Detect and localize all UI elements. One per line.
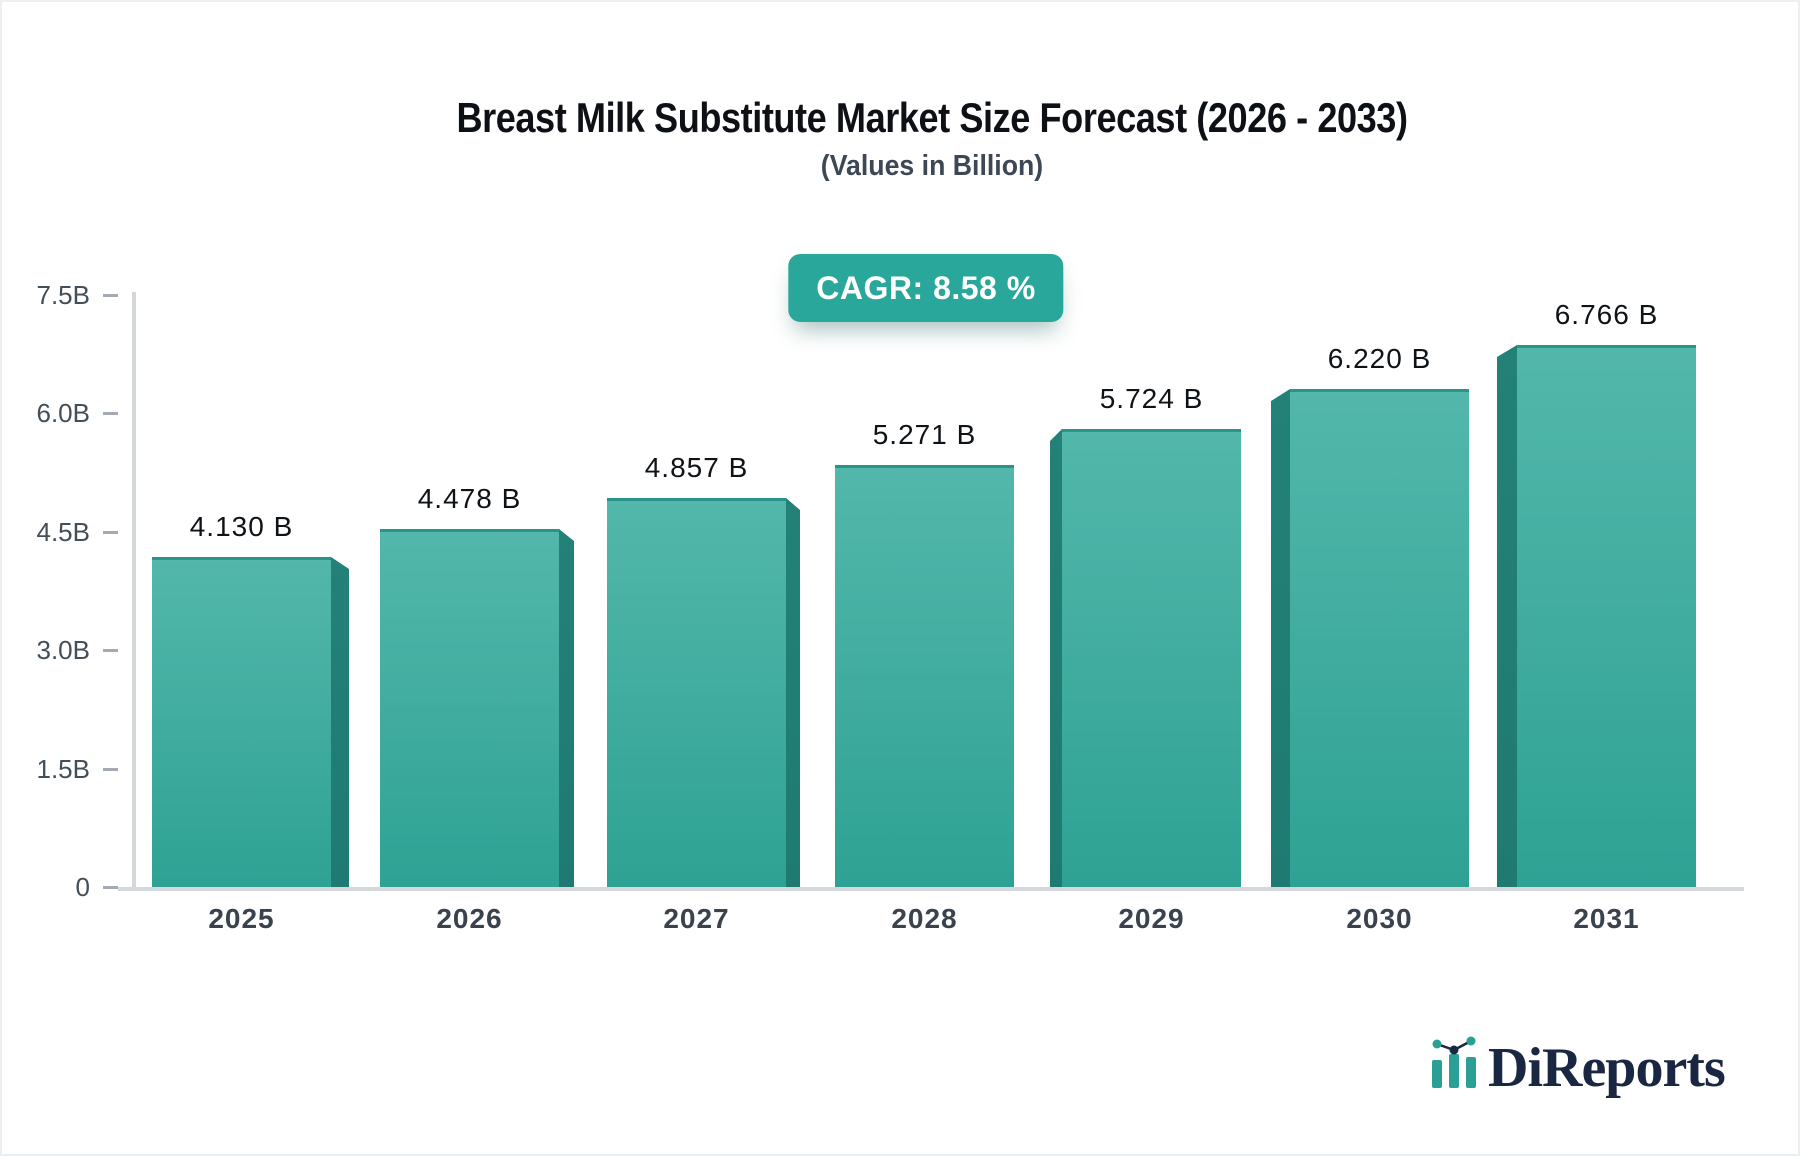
bar-side-face [1050,429,1062,887]
y-tick-dash [103,531,118,534]
y-axis-tick-label: 1.5B [36,754,91,784]
chart-subtitle: (Values in Billion) [820,150,1044,182]
x-category-label: 2027 [663,903,730,934]
x-axis-line [118,887,1744,891]
bar-value-label: 4.478 B [417,483,522,514]
y-axis-tick-label: 0 [75,872,90,902]
y-axis-tick-label: 3.0B [36,635,91,665]
logo-chart-icon [1432,1036,1476,1088]
y-axis-line [132,292,136,891]
x-category-label: 2031 [1573,903,1640,934]
bar-body [1062,429,1241,887]
x-category-label: 2030 [1346,903,1413,934]
bar-side-face [331,557,349,887]
x-category-label: 2026 [436,903,503,934]
chart-title: Breast Milk Substitute Market Size Forec… [456,94,1408,141]
bar-value-label: 5.271 B [872,419,977,450]
y-axis-tick-label: 4.5B [36,517,91,547]
bar-body [1290,389,1469,887]
bar-value-label: 4.857 B [644,452,749,483]
y-tick-dash [103,412,118,415]
y-axis-tick-label: 7.5B [36,280,91,310]
bar-side-face [786,498,800,887]
cagr-badge: CAGR: 8.58 % [788,254,1064,322]
chart-header: Breast Milk Substitute Market Size Forec… [132,94,1732,142]
bar-body [152,557,331,887]
bar-side-face [559,529,574,887]
bar-side-face [1497,345,1517,887]
direports-logo: DiReports [1430,1032,1726,1099]
x-category-label: 2028 [891,903,958,934]
x-category-label: 2029 [1118,903,1185,934]
bar-body [1517,345,1696,887]
y-tick-dash [103,294,118,297]
bar-value-label: 4.130 B [189,511,294,542]
bar-value-label: 5.724 B [1099,383,1204,414]
x-category-label: 2025 [208,903,275,934]
bar-side-face [1271,389,1290,887]
bar-body [380,529,559,887]
y-tick-dash [103,768,118,771]
bar-body [607,498,786,887]
logo-text: DiReports [1488,1037,1726,1099]
y-axis-tick-label: 6.0B [36,398,91,428]
y-tick-dash [103,649,118,652]
bar-value-label: 6.766 B [1554,299,1659,330]
bar-value-label: 6.220 B [1327,343,1432,374]
bar-body [835,465,1014,887]
y-tick-dash [103,886,118,889]
